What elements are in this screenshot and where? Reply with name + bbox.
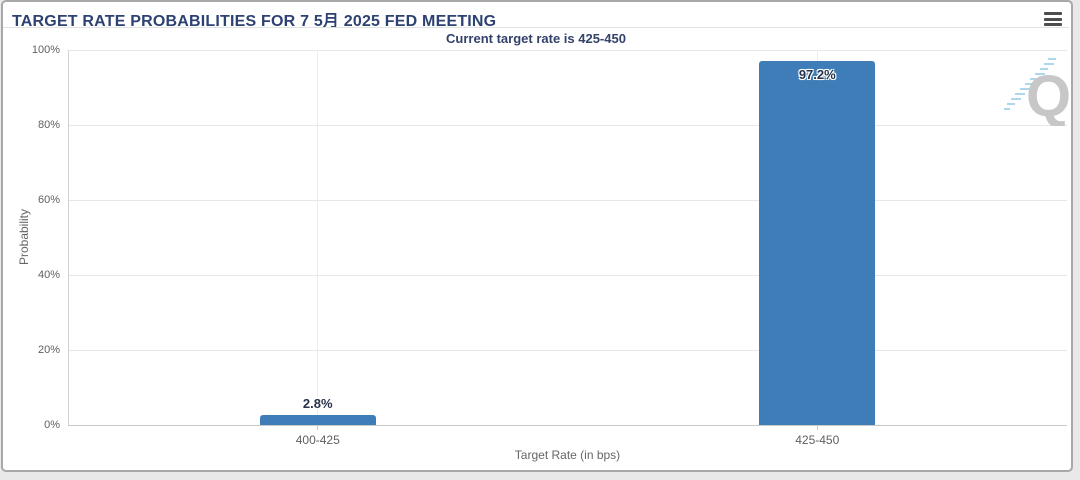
- y-gridline: [68, 274, 1067, 276]
- title-divider: [3, 27, 1069, 28]
- y-tick-label: 100%: [31, 43, 60, 56]
- x-category-label: 400-425: [295, 433, 340, 447]
- y-tick-label: 20%: [37, 343, 60, 356]
- bar-value-label: 97.2%: [798, 66, 836, 82]
- chart-context-menu-button[interactable]: [1044, 12, 1062, 26]
- y-axis-line: [68, 50, 69, 425]
- quikstrike-logo-icon: Q: [1004, 58, 1071, 126]
- chart-subtitle: Current target rate is 425-450: [446, 31, 626, 46]
- bar-value-label: 2.8%: [302, 395, 333, 411]
- y-tick-label: 60%: [37, 193, 60, 206]
- x-axis-line: [68, 425, 1067, 426]
- probability-bar[interactable]: [759, 60, 876, 425]
- watermark-q-letter: Q: [1026, 64, 1071, 126]
- y-gridline: [68, 349, 1067, 351]
- y-tick-label: 80%: [37, 118, 60, 131]
- hamburger-menu-icon: [1044, 23, 1062, 26]
- hamburger-menu-icon: [1044, 12, 1062, 15]
- x-gridline: [317, 50, 319, 425]
- y-tick-label: 0%: [44, 418, 60, 431]
- x-tick-mark: [816, 425, 818, 430]
- x-axis-title: Target Rate (in bps): [514, 448, 621, 462]
- y-gridline: [68, 199, 1067, 201]
- hamburger-menu-icon: [1044, 17, 1062, 21]
- y-gridline: [68, 124, 1067, 126]
- chart-title: TARGET RATE PROBABILITIES FOR 7 5月 2025 …: [12, 13, 497, 30]
- y-tick-label: 40%: [37, 268, 60, 281]
- x-category-label: 425-450: [795, 433, 840, 447]
- x-tick-mark: [317, 425, 319, 430]
- y-axis-title: Probability: [17, 208, 31, 266]
- chart-card: [1, 0, 1073, 472]
- probability-bar[interactable]: [259, 414, 376, 425]
- y-gridline: [68, 49, 1067, 51]
